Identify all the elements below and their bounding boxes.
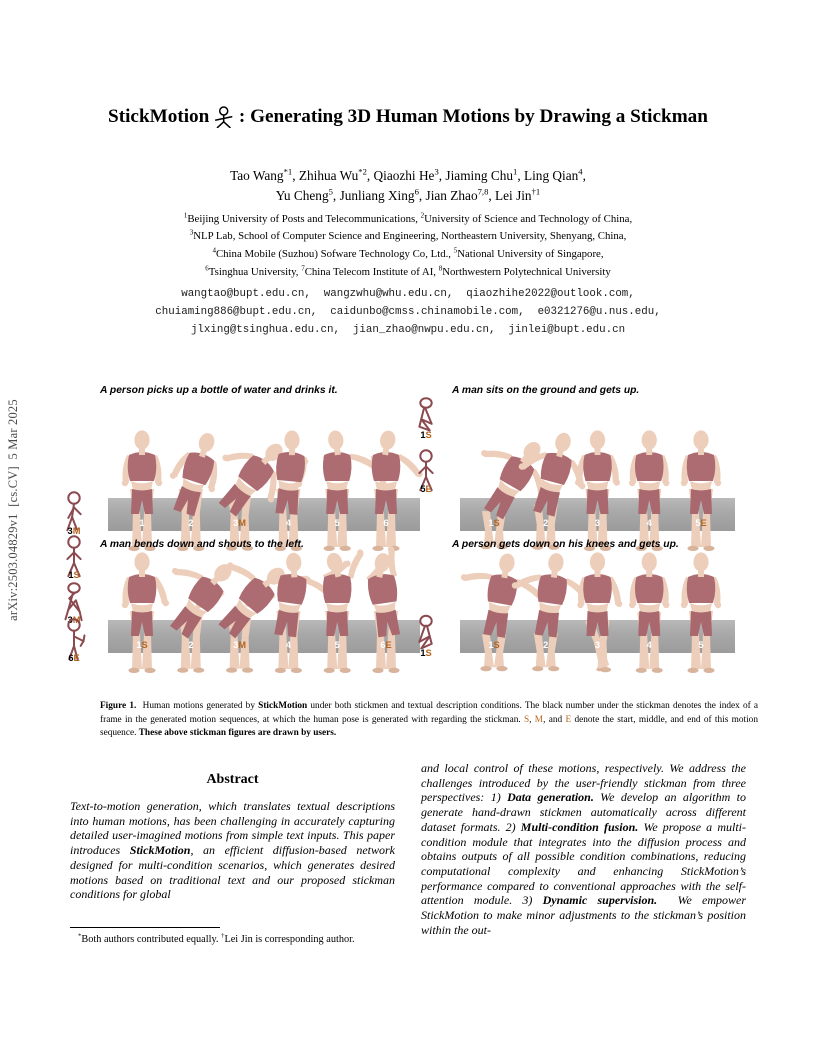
svg-text:5: 5 [335, 518, 340, 528]
svg-text:2: 2 [543, 640, 548, 650]
svg-text:4: 4 [647, 640, 653, 650]
svg-text:4: 4 [647, 518, 653, 528]
svg-text:1: 1 [139, 518, 144, 528]
svg-text:A person picks up a bottle of: A person picks up a bottle of water and … [99, 385, 338, 396]
svg-text:1S: 1S [488, 518, 499, 528]
svg-text:3M: 3M [233, 518, 246, 528]
svg-text:6E: 6E [380, 640, 391, 650]
svg-text:3M: 3M [68, 526, 81, 536]
svg-text:2: 2 [188, 518, 193, 528]
svg-text:4: 4 [286, 518, 292, 528]
svg-text:2: 2 [188, 640, 193, 650]
svg-text:5E: 5E [420, 484, 431, 494]
svg-text:5: 5 [335, 640, 340, 650]
svg-text:1S: 1S [68, 570, 79, 580]
svg-text:2: 2 [543, 518, 548, 528]
svg-text:1S: 1S [136, 640, 147, 650]
svg-text:1S: 1S [420, 648, 431, 658]
svg-text:3M: 3M [233, 640, 246, 650]
svg-text:A man sits on the ground and g: A man sits on the ground and gets up. [451, 385, 639, 396]
svg-text:4: 4 [286, 640, 292, 650]
svg-text:6E: 6E [68, 653, 79, 663]
svg-text:5E: 5E [695, 518, 706, 528]
svg-text:3: 3 [595, 518, 600, 528]
svg-text:6: 6 [383, 518, 388, 528]
svg-text:1S: 1S [420, 430, 431, 440]
svg-text:5: 5 [698, 640, 703, 650]
svg-text:1S: 1S [488, 640, 499, 650]
svg-text:A man bends down and shouts to: A man bends down and shouts to the left. [99, 539, 304, 550]
svg-text:A person gets down on his knee: A person gets down on his knees and gets… [451, 539, 679, 550]
svg-text:3: 3 [595, 640, 600, 650]
